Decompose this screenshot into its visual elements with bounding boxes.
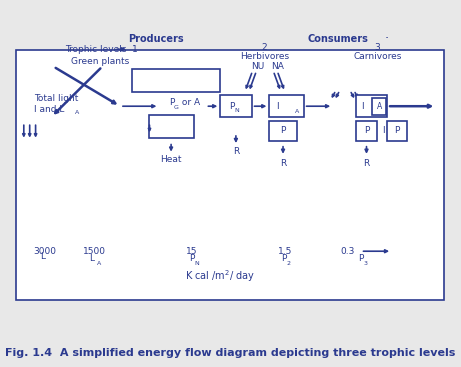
- Text: Heat: Heat: [160, 155, 182, 164]
- Text: NA: NA: [271, 62, 284, 71]
- Text: A: A: [295, 109, 299, 114]
- Text: L: L: [41, 252, 46, 261]
- Text: P: P: [281, 254, 286, 263]
- Text: Green plants: Green plants: [71, 57, 129, 66]
- Text: 1500: 1500: [83, 247, 106, 256]
- Text: Fig. 1.4  A simplified energy flow diagram depicting three trophic levels: Fig. 1.4 A simplified energy flow diagra…: [6, 348, 455, 358]
- Text: Trophic levels: Trophic levels: [65, 45, 127, 54]
- Text: 1: 1: [132, 45, 138, 54]
- Bar: [149, 115, 194, 138]
- Text: I and L: I and L: [34, 105, 64, 114]
- Text: K cal /m$^2$/ day: K cal /m$^2$/ day: [185, 268, 255, 284]
- Text: 3: 3: [374, 43, 380, 52]
- Text: G: G: [174, 105, 179, 110]
- Text: Total light: Total light: [34, 94, 78, 103]
- Text: NU: NU: [252, 62, 265, 71]
- Text: Herbivores: Herbivores: [240, 52, 289, 61]
- Bar: [269, 95, 304, 117]
- Text: 3: 3: [364, 261, 367, 266]
- Text: P: P: [229, 102, 235, 111]
- Text: 3000: 3000: [34, 247, 57, 256]
- Text: Producers: Producers: [129, 33, 184, 44]
- Text: R: R: [233, 147, 239, 156]
- Text: Carnivores: Carnivores: [353, 52, 402, 61]
- Text: 15: 15: [186, 247, 197, 256]
- Bar: [16, 50, 444, 299]
- Text: P: P: [394, 126, 400, 135]
- Bar: [220, 95, 252, 117]
- Text: P: P: [364, 126, 369, 135]
- Text: Consumers: Consumers: [307, 33, 368, 44]
- Text: R: R: [280, 159, 286, 168]
- Bar: [387, 121, 407, 141]
- Text: A: A: [377, 102, 382, 111]
- Text: P: P: [189, 254, 194, 263]
- Bar: [269, 121, 297, 141]
- Text: P: P: [358, 254, 363, 263]
- Text: R: R: [363, 159, 370, 168]
- Text: or A: or A: [179, 98, 200, 108]
- Text: 2: 2: [261, 43, 267, 52]
- Text: I: I: [361, 102, 364, 111]
- Text: P: P: [169, 98, 175, 108]
- Text: N: N: [195, 261, 200, 266]
- Text: L: L: [89, 254, 95, 263]
- Text: A: A: [96, 261, 100, 266]
- Text: 1.5: 1.5: [278, 247, 292, 256]
- Text: 2: 2: [287, 261, 291, 266]
- Bar: [356, 121, 377, 141]
- Text: I: I: [276, 102, 278, 111]
- Bar: [372, 98, 386, 115]
- Text: N: N: [235, 108, 239, 113]
- Text: 0.3: 0.3: [340, 247, 355, 256]
- Text: I: I: [382, 126, 384, 135]
- Bar: [356, 95, 387, 117]
- Text: A: A: [75, 110, 79, 115]
- Text: P: P: [280, 126, 286, 135]
- Text: ·: ·: [385, 32, 389, 45]
- Bar: [132, 69, 220, 92]
